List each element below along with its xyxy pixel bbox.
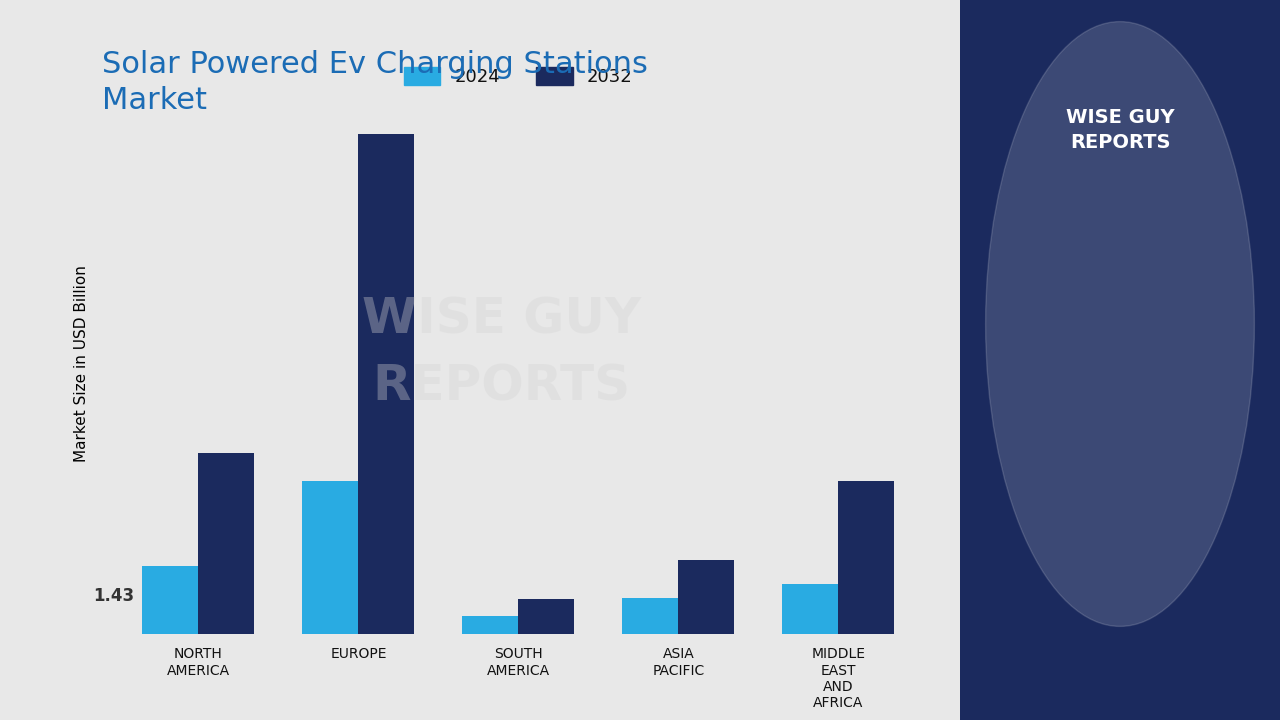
Bar xyxy=(358,134,415,634)
Bar xyxy=(198,453,255,634)
Text: WISE GUY
REPORTS: WISE GUY REPORTS xyxy=(1066,107,1174,152)
Legend: 2024, 2032: 2024, 2032 xyxy=(397,60,640,93)
Text: WISE GUY
REPORTS: WISE GUY REPORTS xyxy=(362,295,641,410)
Bar xyxy=(518,599,575,634)
Y-axis label: Market Size in USD Billion: Market Size in USD Billion xyxy=(73,265,88,462)
Bar xyxy=(462,616,518,634)
Bar xyxy=(622,598,678,634)
Bar xyxy=(678,559,735,634)
Text: 1.43: 1.43 xyxy=(93,587,134,605)
Bar xyxy=(782,584,838,634)
Circle shape xyxy=(986,22,1254,626)
Text: Solar Powered Ev Charging Stations
Market: Solar Powered Ev Charging Stations Marke… xyxy=(102,50,648,115)
Bar xyxy=(302,481,358,634)
Bar xyxy=(142,565,198,634)
Bar xyxy=(838,481,895,634)
